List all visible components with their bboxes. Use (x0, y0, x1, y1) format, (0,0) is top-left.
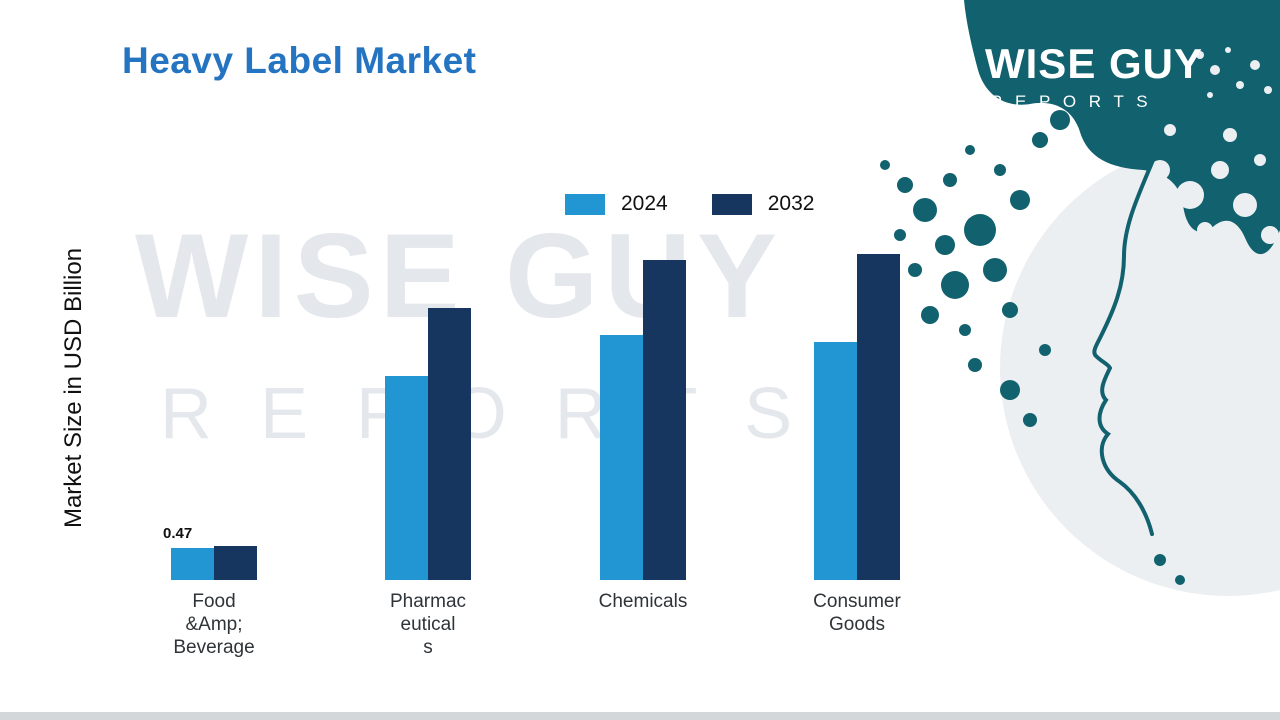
category-label-consumer-goods: Consumer Goods (813, 591, 901, 636)
bar-group-consumer-goods (814, 230, 900, 580)
bottom-strip (0, 712, 1280, 720)
legend-item-2024: 2024 (565, 192, 668, 216)
bar-2024-pharmaceuticals (385, 376, 428, 580)
legend-item-2032: 2032 (711, 192, 815, 216)
light-dots (1150, 47, 1279, 244)
legend-label-2032: 2032 (767, 192, 815, 215)
logo-subtitle: R E P O R T S (990, 92, 1152, 111)
legend-swatch-2024 (565, 193, 605, 215)
bar-group-pharmaceuticals (385, 230, 471, 580)
logo-decoration (880, 0, 1280, 596)
bar-2032-pharmaceuticals (428, 308, 471, 580)
bar-value-label: 0.47 (163, 525, 193, 542)
category-label-food-amp-beverage: Food &Amp; Beverage (173, 591, 255, 659)
legend-swatch-2032 (711, 193, 752, 215)
face-profile-icon (1092, 146, 1160, 536)
bar-2024-food-amp-beverage (171, 548, 214, 580)
bar-2032-chemicals (643, 260, 686, 580)
plot-area: 0.47 Food &Amp; Beverage Pharmac eutical s… (140, 230, 940, 658)
page-title: Heavy Label Market (122, 40, 477, 81)
legend-label-2024: 2024 (621, 192, 668, 215)
bar-group-chemicals (600, 230, 686, 580)
category-label-chemicals: Chemicals (598, 591, 688, 612)
y-axis-label: Market Size in USD Billion (60, 247, 87, 529)
bar-2024-chemicals (600, 335, 643, 580)
chart-legend: 2024 2032 (565, 192, 858, 216)
watermark-subtitle: R E P O R T S (160, 374, 807, 454)
logo-wordmark: WISE GUY (985, 40, 1204, 87)
teal-dots (880, 110, 1185, 585)
face-circle (1000, 140, 1280, 596)
bar-2032-food-amp-beverage (214, 546, 257, 580)
bar-2024-consumer-goods (814, 342, 857, 580)
category-label-pharmaceuticals: Pharmac eutical s (389, 591, 467, 659)
bar-group-food-amp-beverage: 0.47 (163, 230, 257, 580)
bar-2032-consumer-goods (857, 254, 900, 580)
